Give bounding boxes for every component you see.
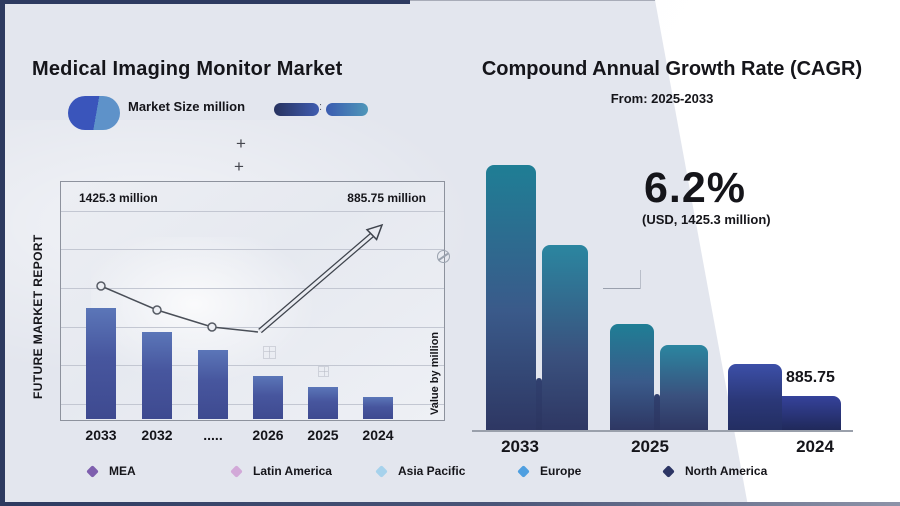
bar-value-885: 885.75	[786, 369, 835, 386]
bar-connector	[654, 394, 660, 430]
bar-2024-secondary	[780, 396, 841, 430]
bar-group-2025	[610, 324, 708, 430]
bar-2032	[142, 332, 172, 419]
cagr-title: Compound Annual Growth Rate (CAGR)	[481, 58, 863, 80]
axis-label-2033: 2033	[85, 427, 117, 443]
axis-label-2032: 2032	[141, 427, 173, 443]
legend-label: MEA	[109, 464, 136, 478]
value-label-2033: 1425.3 million	[79, 191, 158, 205]
diamond-icon	[86, 464, 99, 478]
gridline	[61, 365, 444, 366]
axis-label-2024: 2024	[796, 437, 834, 456]
legend-label: Latin America	[253, 464, 332, 478]
bottom-accent-border	[0, 502, 900, 506]
legend-item-latin-america: Latin America	[230, 464, 332, 478]
cagr-base-note: (USD, 1425.3 million)	[642, 212, 771, 227]
axis-label-2033: 2033	[501, 437, 539, 456]
bar-2033	[86, 308, 116, 419]
value-axis-label: Value by million	[429, 331, 441, 415]
bracket-line	[603, 288, 641, 289]
pill-separator: :	[319, 101, 323, 113]
cagr-value: 6.2%	[644, 164, 747, 212]
bar-2026	[253, 376, 283, 419]
legend-label: Asia Pacific	[398, 464, 466, 478]
axis-label-2026: 2026	[252, 427, 284, 443]
bar-2025	[308, 387, 338, 419]
axis-label-dots: .....	[203, 427, 223, 443]
legend-label: Europe	[540, 464, 582, 478]
bar-2024-primary	[728, 364, 782, 430]
x-axis-line	[472, 430, 853, 432]
watermark-future-market-report: FUTURE MARKET REPORT	[31, 234, 45, 400]
bar-2025-secondary	[660, 345, 708, 430]
prohibition-icon	[437, 250, 450, 263]
bar-group-2033	[486, 165, 588, 430]
diamond-icon	[230, 464, 243, 478]
legend-item-north-america: North America	[662, 464, 768, 478]
cagr-subtitle: From: 2025-2033	[610, 91, 714, 106]
legend-item-mea: MEA	[86, 464, 136, 478]
bar-connector	[536, 378, 542, 430]
cylinder-icon	[68, 96, 120, 130]
plus-mark-icon: +	[234, 157, 244, 176]
market-size-chart: 1425.3 million 885.75 million	[60, 181, 445, 421]
diamond-icon	[375, 464, 388, 478]
diamond-icon	[662, 464, 675, 478]
bar-2033-secondary	[542, 245, 588, 430]
faint-table-icon	[263, 346, 276, 359]
axis-label-2024: 2024	[362, 427, 394, 443]
trend-line-and-arrow	[96, 223, 384, 334]
pill-shape-teal	[326, 103, 368, 116]
bar-intermediate	[198, 350, 228, 419]
diamond-icon	[517, 464, 530, 478]
axis-label-2025: 2025	[631, 437, 669, 456]
page-title: Medical Imaging Monitor Market	[32, 58, 343, 80]
legend-item-asia-pacific: Asia Pacific	[375, 464, 466, 478]
gridline	[61, 404, 444, 405]
gridline	[61, 327, 444, 328]
legend-label: North America	[685, 464, 768, 478]
market-size-label: Market Size million	[128, 99, 246, 114]
bar-2024	[363, 397, 393, 419]
gridline	[61, 249, 444, 250]
bar-2025-primary	[610, 324, 654, 430]
bar-2033-primary	[486, 165, 536, 430]
top-accent-border	[0, 0, 410, 4]
faint-table-icon	[318, 366, 329, 377]
left-accent-border	[0, 0, 5, 506]
bar-group-2024	[728, 364, 841, 430]
axis-label-2025: 2025	[307, 427, 339, 443]
gridline	[61, 288, 444, 289]
gridline	[61, 211, 444, 212]
legend-item-europe: Europe	[517, 464, 582, 478]
value-label-2024: 885.75 million	[347, 191, 426, 205]
plus-mark-icon: +	[236, 134, 246, 153]
bracket-line	[640, 270, 641, 289]
pill-shape-navy	[274, 103, 319, 116]
